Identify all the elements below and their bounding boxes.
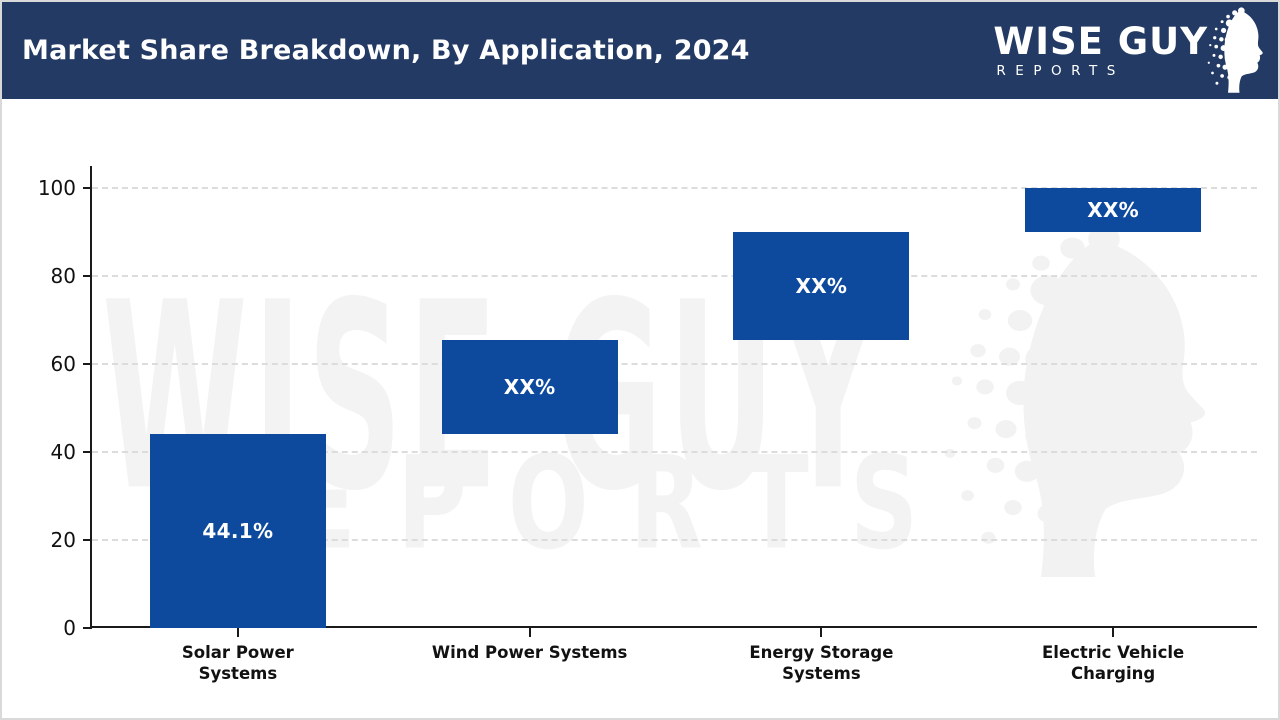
y-tick-label: 40 bbox=[50, 440, 76, 464]
bar-value-label: XX% bbox=[1087, 198, 1140, 222]
gridline-100 bbox=[92, 187, 1257, 189]
gridline-80 bbox=[92, 275, 1257, 277]
y-tick-label: 20 bbox=[50, 528, 76, 552]
bar-segment: XX% bbox=[441, 340, 618, 434]
y-tick-mark bbox=[83, 275, 92, 277]
category-label-line: Systems bbox=[782, 663, 861, 683]
x-tick-mark bbox=[1112, 628, 1115, 637]
bar-value-label: 44.1% bbox=[202, 518, 274, 543]
y-tick-mark bbox=[83, 187, 92, 189]
y-tick-mark bbox=[83, 363, 92, 365]
gridline-20 bbox=[92, 539, 1257, 541]
bar-value-label: XX% bbox=[503, 375, 556, 400]
y-tick-label: 60 bbox=[50, 352, 76, 376]
plot-area: 0 20 40 60 80 100 44.1% Solar Power Systems XX% Wi… bbox=[38, 166, 1257, 683]
y-tick-mark bbox=[83, 539, 92, 541]
y-tick-label: 0 bbox=[63, 616, 76, 640]
logo-head-icon bbox=[1207, 6, 1263, 93]
category-label-line: Solar Power bbox=[181, 643, 294, 662]
bar-segment: 44.1% bbox=[149, 433, 326, 628]
y-tick-mark bbox=[83, 627, 92, 629]
brand-logo-text: WISE GUY REPORTS bbox=[993, 23, 1208, 79]
category-label: Electric Vehicle Charging bbox=[967, 643, 1259, 684]
bar-value-label: XX% bbox=[795, 274, 848, 299]
logo-wordmark: WISE GUY bbox=[993, 19, 1208, 63]
x-tick-mark bbox=[820, 628, 823, 637]
category-label: Solar Power Systems bbox=[92, 643, 384, 684]
bar-segment: XX% bbox=[1025, 188, 1202, 232]
chart-title: Market Share Breakdown, By Application, … bbox=[22, 35, 750, 66]
category-label-line: Charging bbox=[1071, 663, 1156, 683]
bar-segment: XX% bbox=[733, 232, 910, 341]
category-label-line: Wind Power Systems bbox=[431, 643, 628, 662]
gridline-60 bbox=[92, 363, 1257, 365]
x-tick-mark bbox=[236, 628, 239, 637]
x-tick-mark bbox=[528, 628, 531, 637]
category-label-line: Energy Storage bbox=[749, 643, 894, 662]
y-tick-label: 100 bbox=[37, 176, 76, 200]
chart-area: WISE GUY R E P O R T S 0 20 40 60 80 100 44.1%… bbox=[2, 99, 1278, 718]
y-tick-mark bbox=[83, 451, 92, 453]
logo-subtext: REPORTS bbox=[996, 62, 1125, 79]
category-label-line: Systems bbox=[198, 663, 278, 683]
category-label: Wind Power Systems bbox=[384, 643, 676, 664]
brand-logo: WISE GUY REPORTS bbox=[993, 6, 1268, 95]
gridline-40 bbox=[92, 451, 1257, 453]
category-label-line: Electric Vehicle bbox=[1042, 643, 1185, 662]
category-label: Energy Storage Systems bbox=[676, 643, 968, 684]
y-tick-label: 80 bbox=[50, 264, 76, 288]
header-bar: Market Share Breakdown, By Application, … bbox=[2, 2, 1278, 99]
